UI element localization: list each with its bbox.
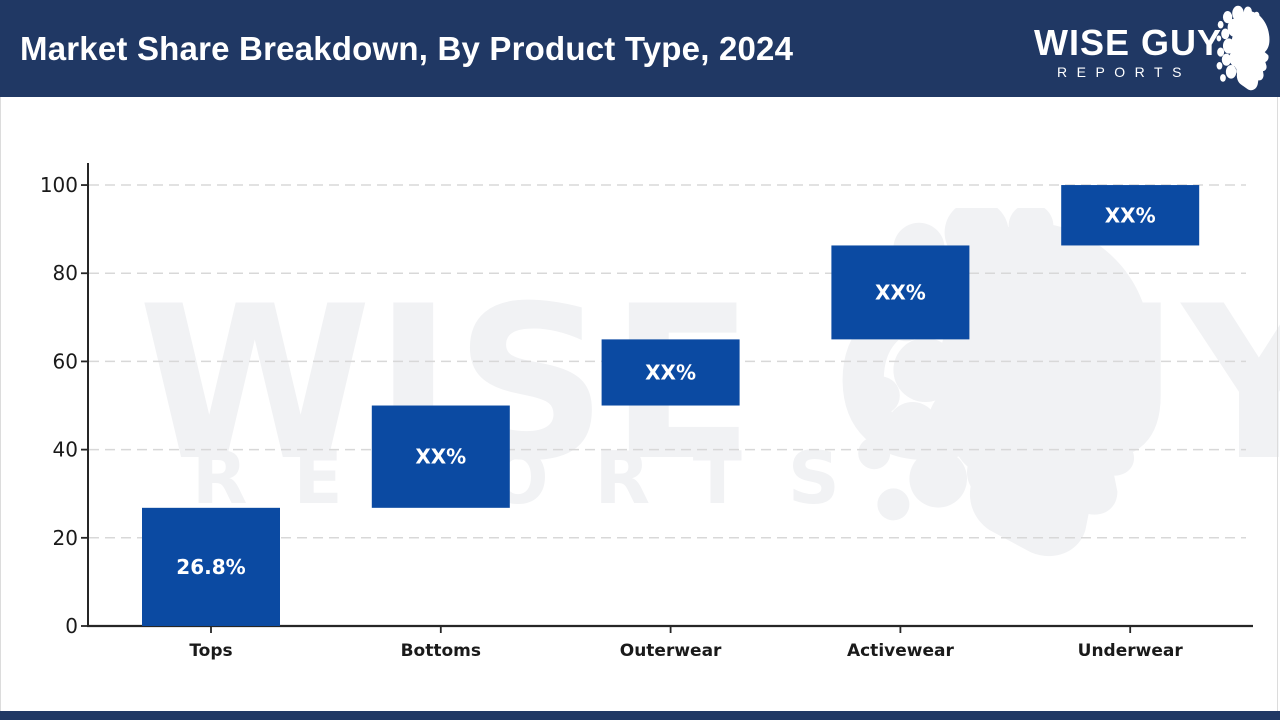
face-dot (887, 402, 939, 454)
footer-band (0, 711, 1280, 720)
x-tick-label: Tops (189, 641, 232, 661)
face-dot (1217, 47, 1225, 57)
y-tick-label: 40 (53, 438, 78, 462)
face-dot (1222, 11, 1233, 24)
face-dot (1031, 424, 1076, 470)
face-dot (1247, 58, 1257, 70)
face-shape (1216, 5, 1270, 91)
face-dot (1216, 61, 1223, 70)
face-dot (1221, 28, 1230, 40)
face-dot (1220, 74, 1226, 82)
bar-label: XX% (875, 280, 926, 304)
page-edge-right (1277, 97, 1278, 711)
face-dot (1245, 71, 1254, 82)
face-dot (989, 504, 1022, 537)
logo-wordmark-text: WISE GUY (1034, 22, 1222, 63)
face-dot (1217, 20, 1224, 29)
face-dot (1250, 19, 1259, 31)
page-title: Market Share Breakdown, By Product Type,… (20, 29, 794, 67)
y-tick-label: 20 (53, 526, 78, 550)
logo-reports-text: REPORTS (1057, 64, 1191, 80)
y-tick-label: 100 (40, 173, 78, 197)
header-band: Market Share Breakdown, By Product Type,… (0, 0, 1280, 97)
x-tick-label: Underwear (1078, 641, 1184, 661)
face-dot (1239, 16, 1251, 31)
face-dot (877, 488, 910, 521)
face-dot (1043, 258, 1089, 303)
watermark-reports-text: REPORTS (192, 436, 886, 520)
face-shape (858, 208, 1151, 557)
y-tick-label: 0 (65, 614, 78, 638)
face-dot (1018, 302, 1076, 361)
y-tick-label: 80 (53, 261, 78, 285)
bar-label: 26.8% (176, 555, 245, 579)
face-dot (893, 338, 958, 402)
face-dot (861, 376, 900, 415)
bar-label: XX% (415, 445, 466, 469)
logo-face-icon (1216, 5, 1270, 91)
face-dot (928, 386, 999, 457)
brand-logo: WISE GUY REPORTS (1034, 5, 1270, 91)
bar-underwear (1061, 185, 1200, 246)
face-dot (1216, 35, 1222, 42)
bar-activewear (831, 245, 970, 340)
face-dot (1253, 11, 1260, 20)
x-tick-label: Bottoms (401, 641, 481, 661)
face-dot (986, 245, 1044, 303)
bar-tops (142, 507, 280, 626)
face-dot (909, 450, 967, 508)
face-dot (989, 363, 1054, 428)
page-edge-left (0, 97, 1, 711)
face-dot (1222, 38, 1235, 54)
bar-outerwear (601, 339, 740, 406)
face-dot (1243, 6, 1252, 18)
bar-bottoms (371, 405, 510, 508)
face-dot (1008, 208, 1054, 249)
face-dot (1240, 44, 1252, 60)
face-dot (1225, 65, 1237, 79)
face-dot (967, 443, 1025, 502)
face-dot (1221, 53, 1232, 66)
y-tick-label: 60 (53, 349, 78, 373)
face-dot (1018, 475, 1063, 521)
face-dot (1232, 5, 1244, 21)
bar-label: XX% (1105, 203, 1156, 227)
x-tick-label: Activewear (847, 641, 955, 661)
bar-label: XX% (645, 360, 696, 384)
x-tick-label: Outerwear (620, 641, 722, 661)
face-dot (1245, 30, 1257, 44)
face-dot (1229, 49, 1243, 67)
face-dot (858, 437, 891, 470)
face-dot (1236, 63, 1247, 78)
face-dot (1240, 77, 1247, 86)
watermark-face-icon (858, 208, 1151, 557)
